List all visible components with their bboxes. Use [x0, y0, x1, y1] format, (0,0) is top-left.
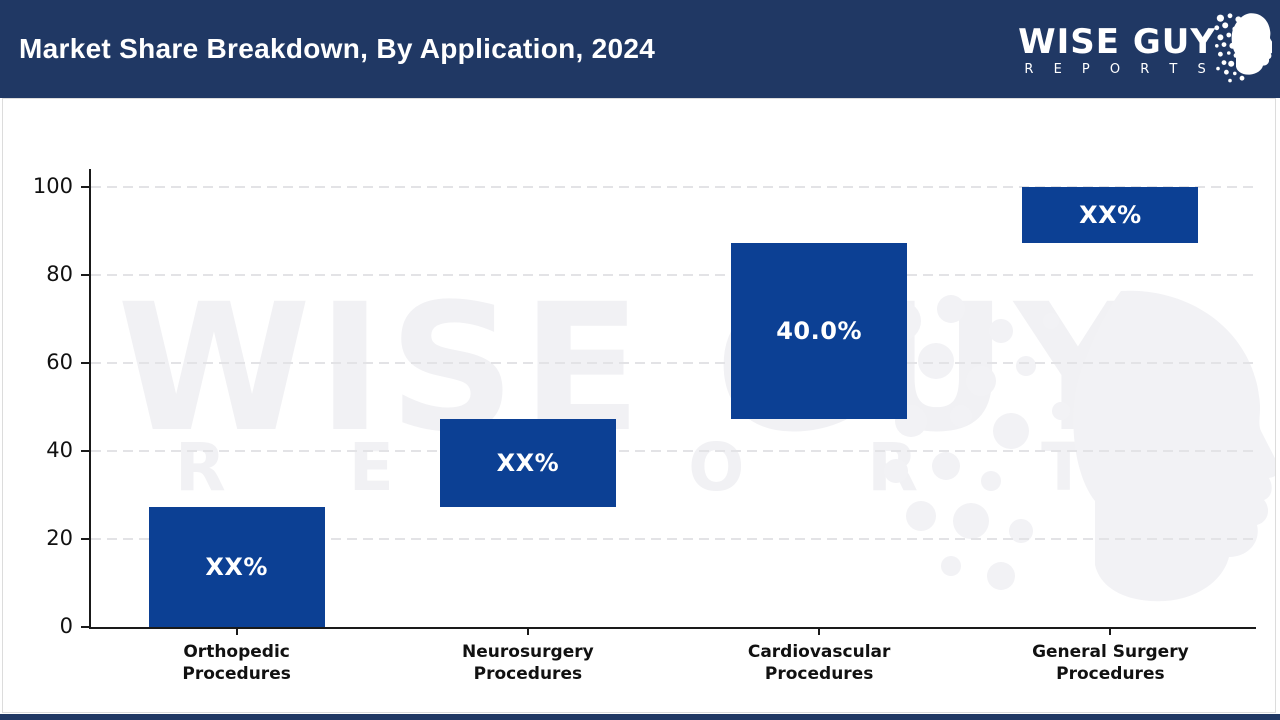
y-tick-label: 0	[59, 614, 73, 638]
gridline-40	[91, 450, 1256, 452]
bar-value-label: 40.0%	[776, 316, 862, 345]
brand-subtitle: R E P O R T S	[1024, 62, 1214, 77]
x-category-label-line: Cardiovascular	[747, 642, 891, 662]
bar-neurosurgery-procedures: XX%	[439, 418, 616, 507]
x-category-label-line: Neurosurgery	[462, 642, 594, 662]
dotted-head-profile-icon	[1214, 13, 1272, 83]
y-tick-label: 80	[46, 262, 73, 286]
chart-panel: WISE GUY R E P O R T S 0 20 40 60 80 100 XX% Or…	[2, 98, 1276, 713]
y-axis-tick-80	[81, 274, 89, 276]
y-axis-tick-100	[81, 186, 89, 188]
bar-value-label: XX%	[205, 552, 268, 581]
bar-orthopedic-procedures: XX%	[148, 506, 325, 627]
x-category-label-line: General Surgery	[1032, 642, 1189, 662]
chart-title: Market Share Breakdown, By Application, …	[19, 33, 656, 64]
x-axis-tick-cardiovascular-procedures	[818, 627, 821, 635]
x-axis-tick-orthopedic-procedures	[235, 627, 238, 635]
x-axis-tick-general-surgery-procedures	[1109, 627, 1112, 635]
brand-logo-text: WISE GUY R E P O R T S	[1018, 23, 1216, 77]
header-bar: Market Share Breakdown, By Application, …	[0, 0, 1280, 98]
x-category-label-general-surgery-procedures: General Surgery Procedures	[965, 641, 1256, 685]
gridline-100	[91, 186, 1256, 188]
x-category-label-line: Procedures	[764, 664, 874, 684]
x-category-label-orthopedic-procedures: Orthopedic Procedures	[91, 641, 382, 685]
x-category-label-line: Procedures	[473, 664, 583, 684]
y-axis-tick-20	[81, 538, 89, 540]
x-category-label-line: Procedures	[182, 664, 291, 684]
watermark-text: WISE GUY	[117, 266, 1148, 471]
y-axis-tick-60	[81, 362, 89, 364]
footer-bar	[0, 714, 1280, 720]
x-axis-tick-neurosurgery-procedures	[526, 627, 529, 635]
y-tick-label: 60	[46, 350, 73, 374]
y-axis-tick-0	[81, 626, 89, 628]
brand-logo: WISE GUY R E P O R T S	[1018, 8, 1272, 92]
gridline-80	[91, 274, 1256, 276]
x-category-label-neurosurgery-procedures: Neurosurgery Procedures	[382, 641, 673, 685]
y-tick-label: 40	[46, 438, 73, 462]
bar-value-label: XX%	[496, 448, 560, 477]
y-tick-label: 20	[46, 526, 73, 550]
x-category-label-line: Orthopedic	[183, 642, 290, 662]
bar-value-label: XX%	[1079, 200, 1142, 229]
x-category-label-line: Procedures	[1056, 664, 1165, 684]
x-category-label-cardiovascular-procedures: Cardiovascular Procedures	[674, 641, 965, 685]
gridline-60	[91, 362, 1256, 364]
plot-area: 0 20 40 60 80 100 XX% Orthopedic Procedures XX% Ne…	[33, 169, 1256, 684]
y-tick-label: 100	[32, 174, 73, 198]
bar-cardiovascular-procedures: 40.0%	[731, 242, 908, 419]
bar-general-surgery-procedures: XX%	[1022, 187, 1199, 243]
brand-name: WISE GUY	[1018, 22, 1216, 62]
gridline-20	[91, 538, 1256, 540]
y-axis-tick-40	[81, 450, 89, 452]
